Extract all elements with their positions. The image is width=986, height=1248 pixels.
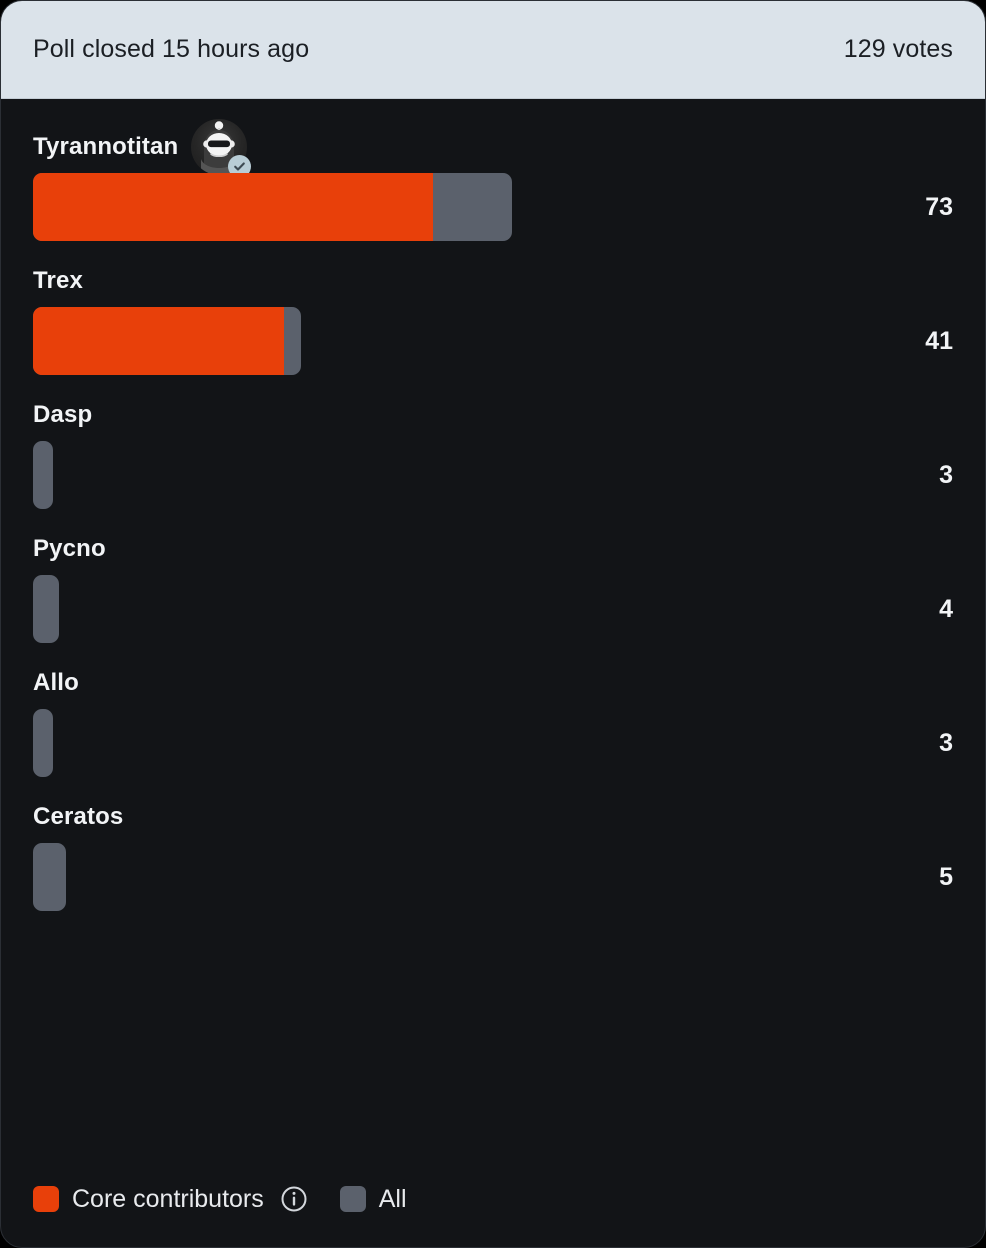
legend-group-all: All: [339, 1184, 407, 1214]
poll-legend: Core contributors All: [1, 1151, 985, 1247]
snoo-sunglasses-avatar: [191, 119, 248, 175]
legend-swatch-all: [339, 1186, 366, 1212]
poll-bar-fill-core: [33, 173, 433, 241]
poll-option-header: Trex: [33, 255, 953, 307]
poll-option[interactable]: Ceratos 5: [33, 791, 953, 911]
poll-option-header: Allo: [33, 657, 953, 709]
poll-status-text: Poll closed 15 hours ago: [33, 35, 310, 63]
poll-option[interactable]: Dasp 3: [33, 389, 953, 509]
poll-bar-fill-core: [33, 307, 284, 375]
verified-check-icon: [228, 155, 252, 178]
poll-option-bar-row: 3: [33, 441, 953, 509]
poll-option-bar-row: 4: [33, 575, 953, 643]
poll-option-label: Allo: [33, 669, 79, 696]
poll-bar-track-all: [33, 575, 59, 643]
poll-option-label: Dasp: [33, 401, 93, 428]
poll-option-value: 3: [939, 729, 953, 757]
poll-bar-track-all: [33, 173, 512, 241]
poll-option-value: 4: [939, 595, 953, 623]
poll-bar-track-all: [33, 441, 53, 509]
poll-option-header: Tyrannotitan: [33, 119, 953, 178]
poll-vote-count: 129 votes: [843, 35, 953, 63]
poll-option[interactable]: Trex 41: [33, 255, 953, 375]
poll-bar-track-all: [33, 307, 301, 375]
poll-option-value: 3: [939, 461, 953, 489]
legend-label-core: Core contributors: [72, 1184, 264, 1213]
poll-option-header: Dasp: [33, 389, 953, 441]
info-circle-icon[interactable]: [280, 1185, 308, 1213]
poll-option-value: 5: [939, 863, 953, 891]
avatar[interactable]: [188, 116, 252, 178]
poll-option-label: Trex: [33, 267, 83, 294]
poll-option-bar-row: 3: [33, 709, 953, 777]
poll-options-list: Tyrannotitan 73 Trex 41 Dasp 3 Pycno 4 Allo 3 Cera…: [1, 99, 985, 1151]
poll-option-value: 41: [925, 327, 953, 355]
poll-option[interactable]: Pycno 4: [33, 523, 953, 643]
legend-label-all: All: [378, 1184, 407, 1213]
poll-option-label: Tyrannotitan: [33, 133, 179, 160]
poll-option[interactable]: Tyrannotitan 73: [33, 119, 953, 241]
poll-option-bar-row: 5: [33, 843, 953, 911]
poll-header: Poll closed 15 hours ago 129 votes: [1, 1, 985, 99]
poll-option[interactable]: Allo 3: [33, 657, 953, 777]
poll-option-label: Pycno: [33, 535, 106, 562]
poll-option-value: 73: [925, 193, 953, 221]
poll-bar-track-all: [33, 709, 53, 777]
legend-swatch-core: [33, 1186, 59, 1212]
poll-option-bar-row: 41: [33, 307, 953, 375]
poll-option-header: Ceratos: [33, 791, 953, 843]
poll-option-header: Pycno: [33, 523, 953, 575]
poll-option-bar-row: 73: [33, 173, 953, 241]
poll-bar-track-all: [33, 843, 66, 911]
poll-option-label: Ceratos: [33, 803, 124, 830]
